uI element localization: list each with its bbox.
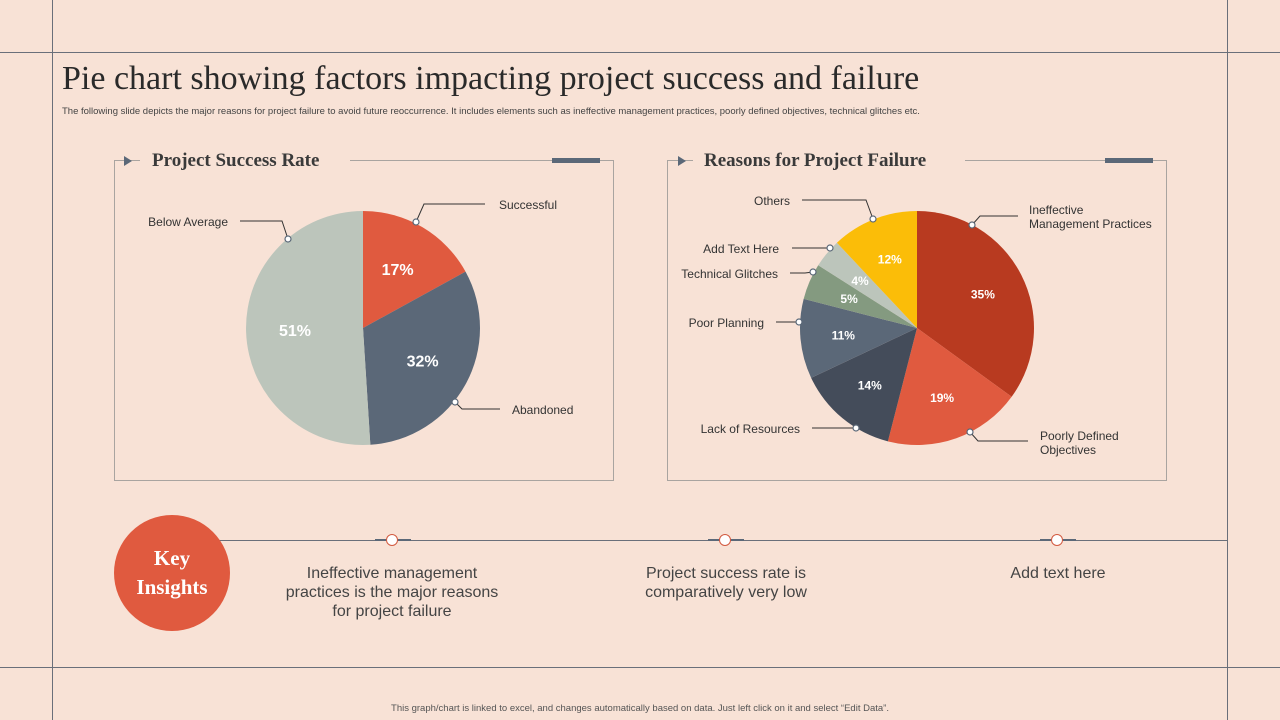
insight-text-1: Ineffective management practices is the … bbox=[285, 565, 499, 620]
key-insights-label-2: Insights bbox=[136, 575, 208, 599]
panel-arrow-icon bbox=[124, 156, 132, 166]
panel-accent-bar bbox=[1105, 158, 1153, 163]
insight-marker bbox=[719, 534, 731, 546]
panel-accent-bar bbox=[552, 158, 600, 163]
key-insights-label-1: Key bbox=[153, 546, 191, 570]
footer-note: This graph/chart is linked to excel, and… bbox=[391, 703, 889, 714]
insight-text-2: Project success rate is comparatively ve… bbox=[645, 565, 807, 601]
page-title: Pie chart showing factors impacting proj… bbox=[62, 60, 920, 97]
success-rate-title: Project Success Rate bbox=[152, 150, 320, 171]
frame-line-right bbox=[1227, 0, 1228, 720]
panel-title-gap bbox=[140, 158, 350, 162]
insight-marker bbox=[1051, 534, 1063, 546]
frame-line-left bbox=[52, 0, 53, 720]
frame-line-bottom bbox=[0, 667, 1280, 668]
key-insights-badge: Key Insights bbox=[114, 515, 230, 631]
insight-marker bbox=[386, 534, 398, 546]
success-rate-panel bbox=[114, 160, 614, 481]
panel-arrow-icon bbox=[678, 156, 686, 166]
failure-reasons-title: Reasons for Project Failure bbox=[704, 150, 927, 171]
panel-title-gap bbox=[693, 158, 965, 162]
page-subtitle: The following slide depicts the major re… bbox=[62, 106, 920, 117]
insight-text-3: Add text here bbox=[1010, 565, 1106, 582]
frame-line-top bbox=[0, 52, 1280, 53]
failure-reasons-panel bbox=[667, 160, 1167, 481]
